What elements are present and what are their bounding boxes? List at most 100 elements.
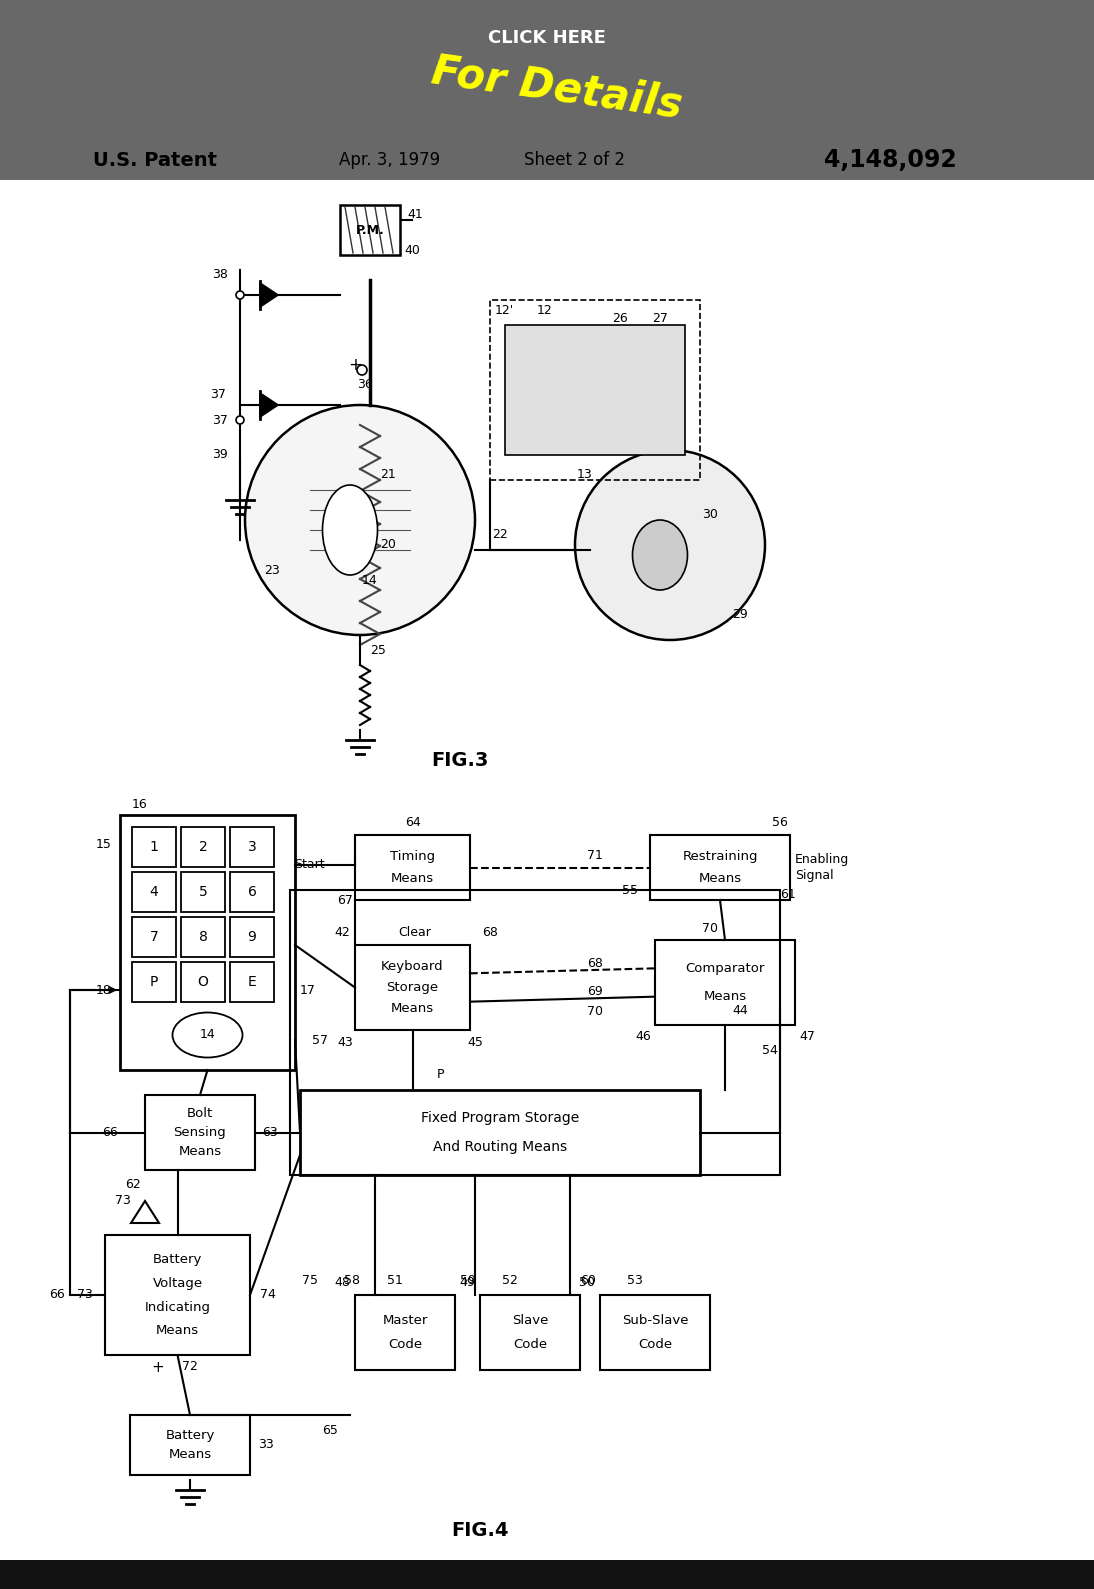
Text: 68: 68 [482, 926, 498, 939]
Text: 54: 54 [763, 1044, 778, 1057]
Text: 70: 70 [587, 1006, 603, 1019]
Text: 55: 55 [622, 883, 638, 896]
Bar [0, 1560, 1094, 1589]
Bar [230, 917, 274, 957]
Text: Indicating: Indicating [144, 1300, 210, 1314]
Bar [181, 826, 225, 868]
Text: 25: 25 [370, 644, 386, 656]
Text: 38: 38 [212, 269, 228, 281]
Polygon shape [131, 1201, 159, 1224]
Text: 37: 37 [210, 388, 226, 402]
Text: 66: 66 [49, 1289, 65, 1301]
Text: Means: Means [168, 1449, 211, 1462]
Text: Code: Code [513, 1338, 547, 1352]
Text: 1: 1 [150, 841, 159, 853]
Text: Fixed Program Storage: Fixed Program Storage [421, 1111, 579, 1125]
Text: 51: 51 [387, 1273, 403, 1287]
Bar [505, 326, 685, 454]
Text: 36: 36 [357, 378, 373, 391]
Text: +: + [348, 356, 362, 373]
Text: Means: Means [178, 1144, 222, 1158]
Text: Comparator: Comparator [685, 961, 765, 974]
Bar [354, 834, 470, 899]
Text: Voltage: Voltage [152, 1276, 202, 1290]
Text: +: + [151, 1360, 164, 1374]
Bar [480, 1295, 580, 1370]
Text: Battery: Battery [153, 1252, 202, 1265]
Text: E: E [247, 976, 256, 988]
Text: 56: 56 [772, 817, 788, 829]
Text: Start: Start [294, 858, 325, 871]
Text: Sheet 2 of 2: Sheet 2 of 2 [524, 151, 626, 168]
Text: 37: 37 [212, 413, 228, 426]
Text: 3: 3 [247, 841, 256, 853]
Text: 43: 43 [337, 1036, 353, 1049]
Text: 50: 50 [579, 1276, 595, 1290]
Text: Battery: Battery [165, 1429, 214, 1441]
Text: 9: 9 [247, 930, 256, 944]
Text: P: P [150, 976, 159, 988]
Bar [490, 300, 700, 480]
Ellipse shape [323, 485, 377, 575]
Circle shape [575, 450, 765, 640]
Text: 66: 66 [102, 1127, 118, 1139]
Text: Code: Code [638, 1338, 672, 1352]
Text: And Routing Means: And Routing Means [433, 1139, 567, 1154]
Bar [290, 890, 780, 1174]
Bar [132, 917, 176, 957]
Bar [181, 917, 225, 957]
Text: 4,148,092: 4,148,092 [824, 148, 956, 172]
Text: 30: 30 [702, 508, 718, 521]
Bar [130, 1414, 251, 1475]
Text: 46: 46 [636, 1031, 651, 1044]
Text: 59: 59 [461, 1273, 476, 1287]
Circle shape [236, 416, 244, 424]
Text: Means: Means [698, 872, 742, 885]
Text: 44: 44 [732, 1004, 748, 1017]
Circle shape [236, 291, 244, 299]
Text: 69: 69 [587, 985, 603, 998]
Text: 26: 26 [613, 311, 628, 324]
Text: Means: Means [391, 872, 434, 885]
Text: 63: 63 [263, 1127, 278, 1139]
Text: 72: 72 [182, 1360, 197, 1373]
Text: 14: 14 [362, 574, 377, 586]
Text: 67: 67 [337, 893, 353, 906]
Text: 12: 12 [537, 303, 552, 316]
Bar [230, 872, 274, 912]
Text: 14: 14 [199, 1028, 216, 1041]
Bar [132, 872, 176, 912]
Ellipse shape [632, 520, 687, 590]
Text: 33: 33 [258, 1438, 274, 1451]
Bar [650, 834, 790, 899]
Text: 5: 5 [199, 885, 208, 899]
Text: 49: 49 [459, 1276, 475, 1290]
Text: 2: 2 [199, 841, 208, 853]
Text: 18: 18 [96, 984, 112, 996]
Bar [300, 1090, 700, 1174]
Text: 74: 74 [260, 1289, 276, 1301]
Text: 68: 68 [587, 957, 603, 969]
Text: 73: 73 [77, 1289, 93, 1301]
Text: 61: 61 [780, 888, 795, 901]
Text: O: O [198, 976, 209, 988]
Text: 40: 40 [404, 243, 420, 256]
Bar [230, 961, 274, 1003]
Text: Code: Code [388, 1338, 422, 1352]
Text: Sub-Slave: Sub-Slave [621, 1314, 688, 1327]
Bar [655, 941, 795, 1025]
Text: 41: 41 [407, 208, 423, 221]
Text: 15: 15 [96, 839, 112, 852]
Text: 13: 13 [578, 469, 593, 481]
Bar [340, 205, 400, 254]
Text: Clear: Clear [398, 926, 431, 939]
Text: Sensing: Sensing [174, 1127, 226, 1139]
Text: 62: 62 [125, 1179, 141, 1192]
Text: 64: 64 [405, 817, 420, 829]
Circle shape [245, 405, 475, 636]
Bar [181, 872, 225, 912]
Text: Restraining: Restraining [683, 850, 758, 863]
Bar [230, 826, 274, 868]
Text: 52: 52 [502, 1273, 517, 1287]
Text: Timing: Timing [389, 850, 435, 863]
